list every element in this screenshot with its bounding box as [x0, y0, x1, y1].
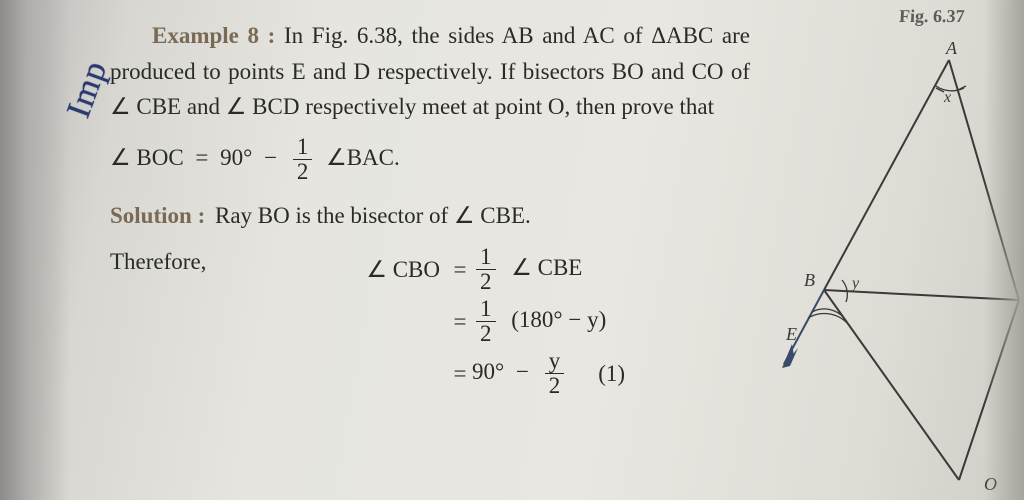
claim-fraction: 1 2	[293, 135, 313, 184]
geometry-figure: A x B y E O	[784, 40, 1014, 480]
claim-minus: −	[264, 145, 277, 170]
text-content: Example 8 : In Fig. 6.38, the sides AB a…	[110, 18, 750, 400]
eq2-rhs: 1 2 (180° − y)	[472, 297, 606, 346]
claim-ninety: 90°	[220, 145, 252, 170]
claim-equation: ∠ BOC = 90° − 1 2 ∠BAC.	[110, 135, 750, 184]
eq1-frac-den: 2	[476, 269, 496, 294]
eq3-fraction: y 2	[545, 349, 565, 398]
figure-label-E: E	[785, 324, 797, 344]
figure-label-O: O	[984, 474, 997, 494]
claim-eq: =	[195, 145, 208, 170]
equation-stack: ∠ CBO = 1 2 ∠ CBE = 1	[320, 244, 750, 400]
eq2-eq: =	[448, 304, 472, 340]
eq-row-1: ∠ CBO = 1 2 ∠ CBE	[320, 244, 750, 296]
figure-caption-top: Fig. 6.37	[898, 6, 965, 27]
solution-line: Solution : Ray BO is the bisector of ∠ C…	[110, 198, 750, 234]
eq2-fraction: 1 2	[476, 297, 496, 346]
eq1-frac-num: 1	[476, 245, 496, 269]
figure-label-A: A	[945, 38, 958, 58]
solution-label: Solution :	[110, 203, 205, 228]
eq3-eq: =	[448, 356, 472, 392]
eq2-frac-den: 2	[476, 321, 496, 346]
claim-frac-num: 1	[293, 135, 313, 159]
example-problem: Example 8 : In Fig. 6.38, the sides AB a…	[110, 18, 750, 125]
handwritten-imp-note: Imp	[60, 56, 115, 123]
claim-frac-den: 2	[293, 159, 313, 184]
eq2-paren: (180° − y)	[511, 307, 606, 332]
eq1-angle: ∠ CBE	[511, 255, 582, 280]
eq-row-2: = 1 2 (180° − y)	[320, 296, 750, 348]
therefore-word: Therefore,	[110, 244, 320, 280]
therefore-block: Therefore, ∠ CBO = 1 2 ∠ CBE =	[110, 244, 750, 400]
eq3-tag: (1)	[598, 356, 625, 392]
eq1-lhs: ∠ CBO	[320, 252, 448, 288]
eq1-rhs: 1 2 ∠ CBE	[472, 245, 582, 294]
eq2-frac-num: 1	[476, 297, 496, 321]
example-label: Example 8 :	[152, 23, 275, 48]
figure-label-x: x	[943, 89, 951, 106]
eq1-fraction: 1 2	[476, 245, 496, 294]
eq-row-3: = 90° − y 2 (1)	[320, 348, 750, 400]
claim-angle: ∠BAC.	[326, 145, 400, 170]
eq3-frac-num: y	[545, 349, 565, 373]
problem-text-1: In Fig. 6.38, the sides AB and AC of	[284, 23, 651, 48]
eq3-minus: −	[516, 359, 529, 384]
eq1-eq: =	[448, 252, 472, 288]
eq3-frac-den: 2	[545, 373, 565, 398]
textbook-page: Fig. 6.37 Imp Example 8 : In Fig. 6.38, …	[0, 0, 1024, 500]
figure-label-B: B	[804, 270, 815, 290]
eq3-rhs: 90° − y 2	[472, 349, 568, 398]
figure-label-y: y	[850, 275, 860, 292]
solution-text-1: Ray BO is the bisector of ∠ CBE.	[215, 203, 531, 228]
claim-lhs: ∠ BOC	[110, 145, 184, 170]
eq3-ninety: 90°	[472, 359, 504, 384]
